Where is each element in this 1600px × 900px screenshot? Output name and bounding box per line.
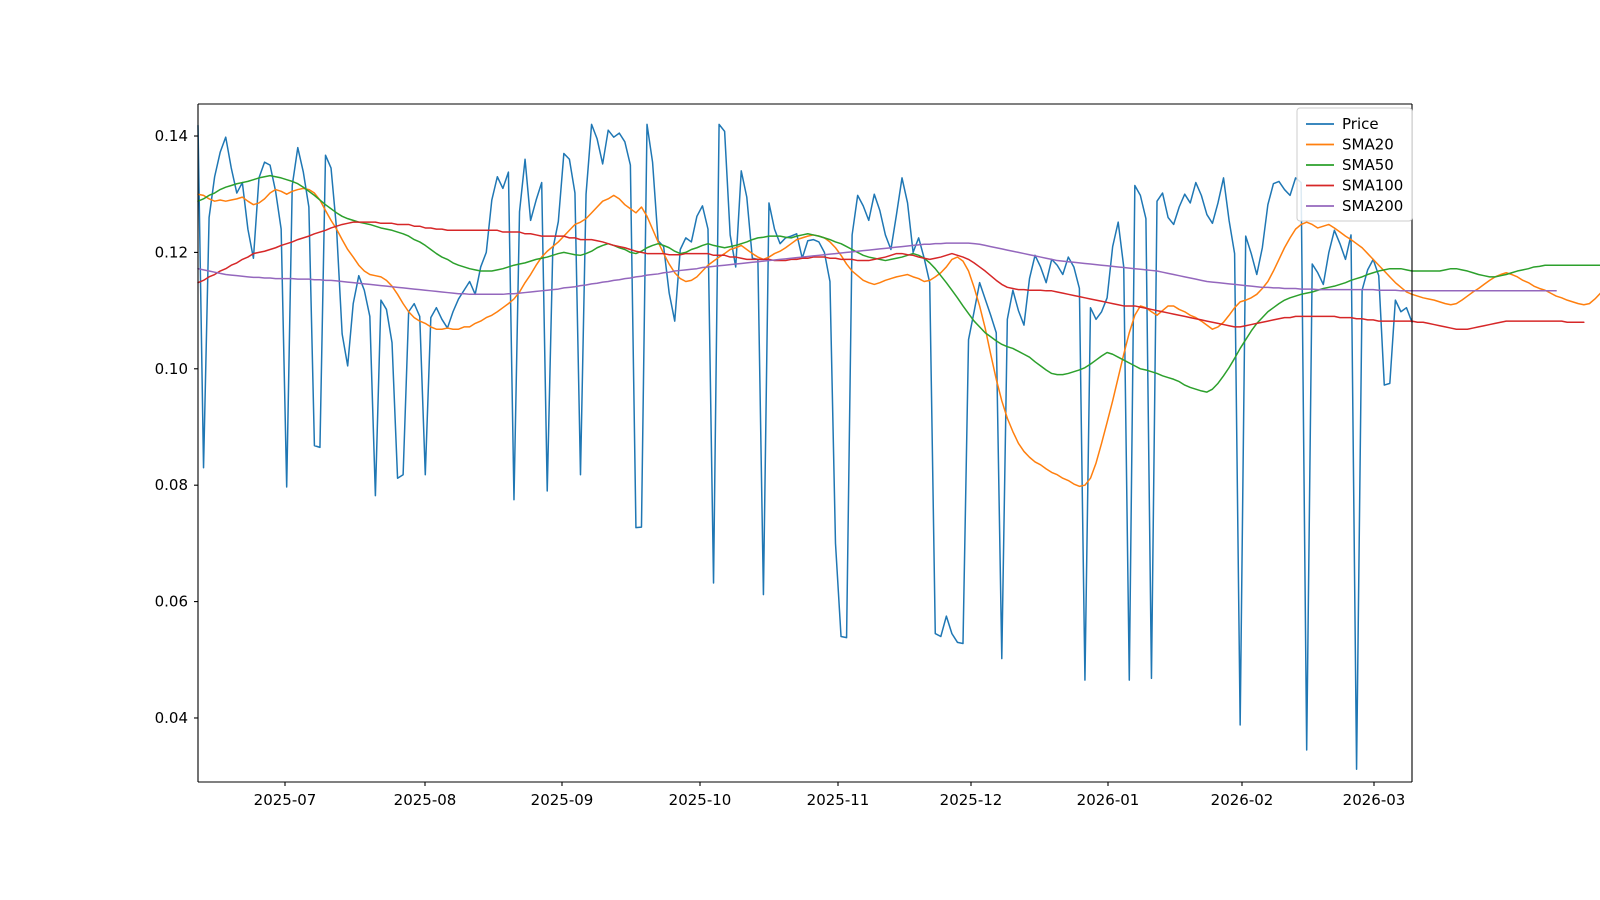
- x-tick-label: 2025-09: [531, 791, 594, 809]
- chart-legend[interactable]: Price SMA20 SMA50 SMA100 SMA200: [1296, 107, 1413, 222]
- legend-frame: [1296, 107, 1413, 222]
- x-tick-label: 2026-02: [1211, 791, 1274, 809]
- series-line-sma100: [197, 221, 1585, 330]
- x-tick-label: 2026-01: [1077, 791, 1140, 809]
- legend-label-sma50: SMA50: [1342, 156, 1394, 174]
- x-tick-label: 2025-10: [669, 791, 732, 809]
- series-line-sma200: [197, 242, 1557, 296]
- legend-label-price: Price: [1342, 115, 1379, 133]
- x-tick-label: 2025-11: [807, 791, 870, 809]
- legend-label-sma20: SMA20: [1342, 136, 1394, 154]
- series-line-price: [197, 123, 1413, 770]
- axes-frame: [197, 103, 1413, 783]
- y-tick-label: 0.08: [155, 476, 188, 494]
- legend-label-sma100: SMA100: [1342, 177, 1403, 195]
- y-tick-label: 0.06: [155, 593, 188, 611]
- x-tick-label: 2026-03: [1343, 791, 1406, 809]
- plot-area-background: [198, 104, 1412, 782]
- y-tick-label: 0.04: [155, 709, 188, 727]
- y-tick-label: 0.10: [155, 360, 188, 378]
- x-tick-label: 2025-12: [940, 791, 1003, 809]
- x-tick-label: 2025-08: [394, 791, 457, 809]
- y-tick-label: 0.12: [155, 243, 188, 261]
- legend-label-sma200: SMA200: [1342, 197, 1403, 215]
- series-line-sma50: [197, 174, 1600, 393]
- x-axis-ticks: 2025-07 2025-08 2025-09 2025-10 2025-11 2025-…: [254, 782, 1406, 809]
- axis-spines: [197, 103, 1413, 783]
- series-line-sma20: [197, 187, 1600, 488]
- x-tick-label: 2025-07: [254, 791, 317, 809]
- y-tick-label: 0.14: [155, 127, 188, 145]
- y-axis-ticks: 0.04 0.06 0.08 0.10 0.12 0.14: [155, 127, 198, 727]
- series-group: [197, 123, 1600, 770]
